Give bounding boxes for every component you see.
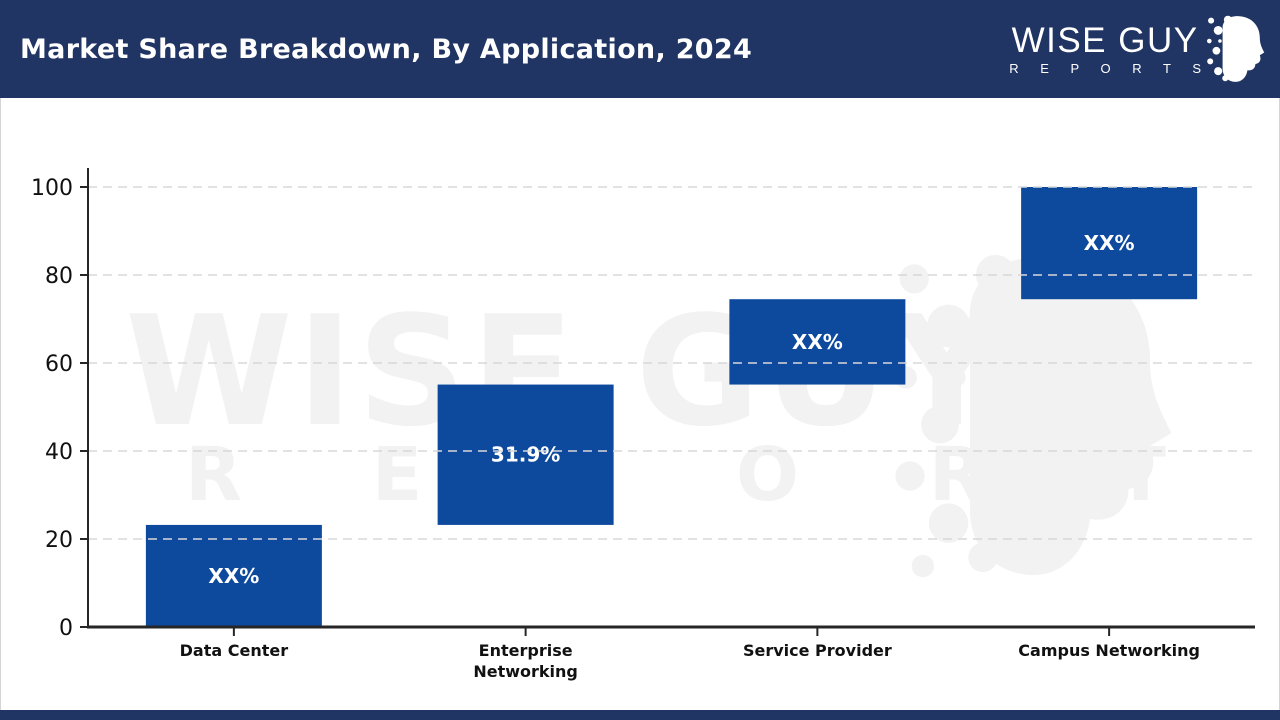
footer-bar xyxy=(0,710,1280,720)
y-tick-label: 20 xyxy=(45,528,73,553)
x-category-label: Service Provider xyxy=(743,641,892,660)
bar-value-label: XX% xyxy=(1084,231,1135,255)
x-category-label: Data Center xyxy=(180,641,289,660)
x-category-label: Enterprise Networking xyxy=(473,641,578,681)
bar-segment xyxy=(729,299,906,385)
logo-subtitle: R E P O R T S xyxy=(1009,60,1210,76)
y-tick-label: 0 xyxy=(59,616,73,641)
page-title: Market Share Breakdown, By Application, … xyxy=(20,33,753,65)
bar-segment xyxy=(437,384,614,525)
logo-text: WISE GUY R E P O R T S xyxy=(1000,20,1210,76)
bar-segment xyxy=(145,524,322,627)
bar-value-label: 31.9% xyxy=(491,443,560,467)
watermark-head-dots-icon xyxy=(894,254,1172,578)
wise-guy-reports-logo: WISE GUY R E P O R T S xyxy=(1000,9,1280,89)
x-category-label: Campus Networking xyxy=(1018,641,1200,660)
y-tick-label: 80 xyxy=(45,264,73,289)
bar-value-label: XX% xyxy=(792,330,843,354)
y-tick-label: 40 xyxy=(45,440,73,465)
bar-value-label: XX% xyxy=(208,564,259,588)
logo-head-dots-icon xyxy=(1207,15,1265,82)
bar-segment xyxy=(1021,187,1198,300)
y-tick-label: 100 xyxy=(31,176,73,201)
header-bar: Market Share Breakdown, By Application, … xyxy=(0,0,1280,98)
logo-wordmark: WISE GUY xyxy=(1011,20,1199,60)
y-tick-label: 60 xyxy=(45,352,73,377)
